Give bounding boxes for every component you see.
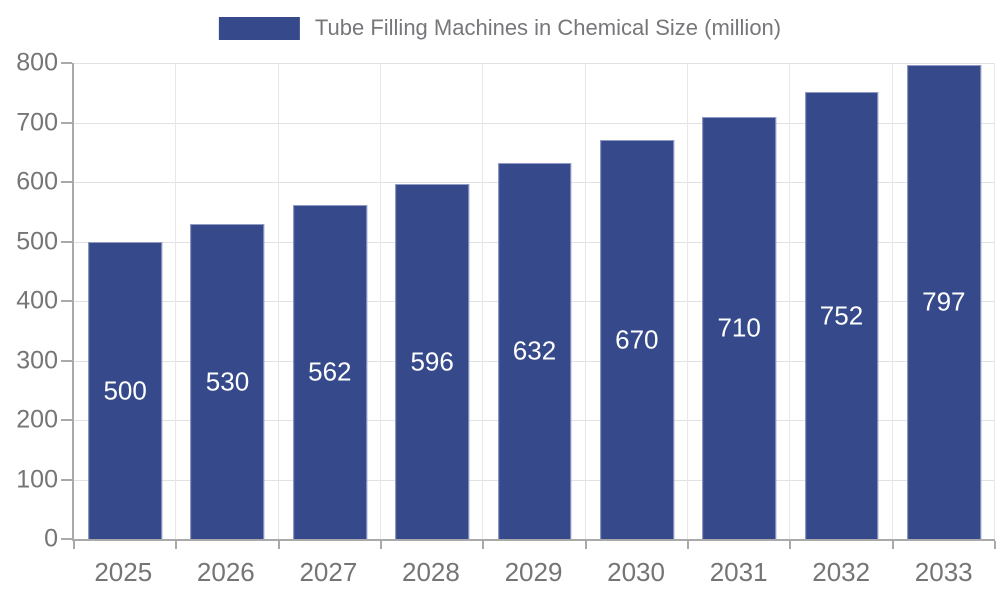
x-axis-tick [73, 541, 75, 549]
v-gridline [789, 63, 791, 539]
v-gridline [686, 63, 688, 539]
y-axis-tick-label: 500 [16, 227, 58, 255]
x-axis-tick-label: 2029 [504, 557, 563, 587]
plot-area: 500 530 562 596 632 670 710 752 797 [61, 62, 996, 549]
bar-2029[interactable]: 632 [497, 162, 572, 539]
bar-value-label: 632 [512, 335, 557, 366]
legend-label: Tube Filling Machines in Chemical Size (… [314, 15, 782, 40]
bar-value-label: 562 [308, 356, 352, 387]
y-axis: 0 100 200 300 400 500 600 700 800 [0, 50, 58, 551]
x-axis-tick [379, 541, 382, 549]
v-gridline [584, 63, 586, 539]
bar-2025[interactable]: 500 [88, 241, 162, 539]
bar-value-label: 710 [717, 312, 761, 343]
y-axis-tick-label: 800 [16, 48, 58, 77]
bar-2031[interactable]: 710 [702, 116, 776, 539]
bar-value-label: 670 [615, 324, 659, 355]
bar-2030[interactable]: 670 [599, 140, 674, 539]
bar-2033[interactable]: 797 [906, 64, 981, 539]
y-axis-tick-label: 600 [16, 167, 58, 196]
y-axis-tick [61, 181, 72, 183]
x-axis-tick-label: 2030 [607, 557, 665, 587]
bar-value-label: 797 [922, 286, 966, 317]
bar-2026[interactable]: 530 [190, 223, 265, 539]
x-axis-tick-label: 2027 [299, 557, 358, 587]
h-gridline [74, 63, 995, 64]
y-axis-tick [61, 300, 72, 302]
bar-value-label: 500 [103, 375, 147, 406]
x-axis-tick [277, 541, 280, 549]
v-gridline [175, 63, 177, 539]
y-axis-tick-label: 700 [16, 108, 58, 136]
v-gridline [891, 63, 893, 539]
v-gridline [482, 63, 484, 539]
x-axis-tick [482, 541, 485, 549]
v-gridline [277, 63, 279, 539]
v-gridline [994, 63, 995, 539]
bar-2028[interactable]: 596 [395, 184, 469, 539]
x-axis-tick [994, 541, 996, 549]
x-axis-tick [686, 541, 689, 549]
y-axis-tick [61, 121, 72, 124]
x-axis-tick [175, 541, 178, 549]
y-axis-tick-label: 400 [16, 286, 58, 315]
bar-value-label: 752 [819, 300, 864, 331]
x-axis-tick-label: 2026 [196, 557, 255, 587]
y-axis-tick-label: 100 [16, 465, 58, 493]
bar-2027[interactable]: 562 [292, 204, 367, 539]
y-axis-tick-label: 0 [44, 524, 58, 553]
x-axis-tick [789, 541, 792, 549]
x-axis-tick [584, 541, 587, 549]
legend-swatch-icon [218, 16, 300, 40]
v-gridline [379, 63, 381, 539]
y-axis-tick-label: 200 [16, 405, 58, 434]
x-axis-tick-label: 2031 [709, 557, 768, 587]
x-axis-tick-label: 2032 [812, 557, 871, 587]
x-axis-tick-label: 2025 [94, 557, 153, 587]
x-axis-tick-label: 2033 [914, 557, 973, 587]
y-axis-tick [61, 419, 72, 421]
y-axis-tick [61, 538, 72, 540]
x-axis-tick-label: 2028 [402, 557, 460, 587]
bar-value-label: 530 [205, 366, 250, 397]
bar-2032[interactable]: 752 [804, 91, 879, 539]
x-axis-tick [891, 541, 894, 549]
h-gridline [74, 122, 995, 124]
bar-value-label: 596 [410, 346, 454, 377]
chart-legend[interactable]: Tube Filling Machines in Chemical Size (… [218, 15, 782, 41]
x-axis: 2025 2026 2027 2028 2029 2030 2031 2032 2033 [72, 558, 995, 590]
y-axis-tick [61, 478, 72, 481]
y-axis-tick-label: 300 [16, 346, 58, 374]
y-axis-tick [61, 62, 72, 64]
y-axis-tick [61, 359, 72, 362]
y-axis-tick [61, 240, 72, 243]
